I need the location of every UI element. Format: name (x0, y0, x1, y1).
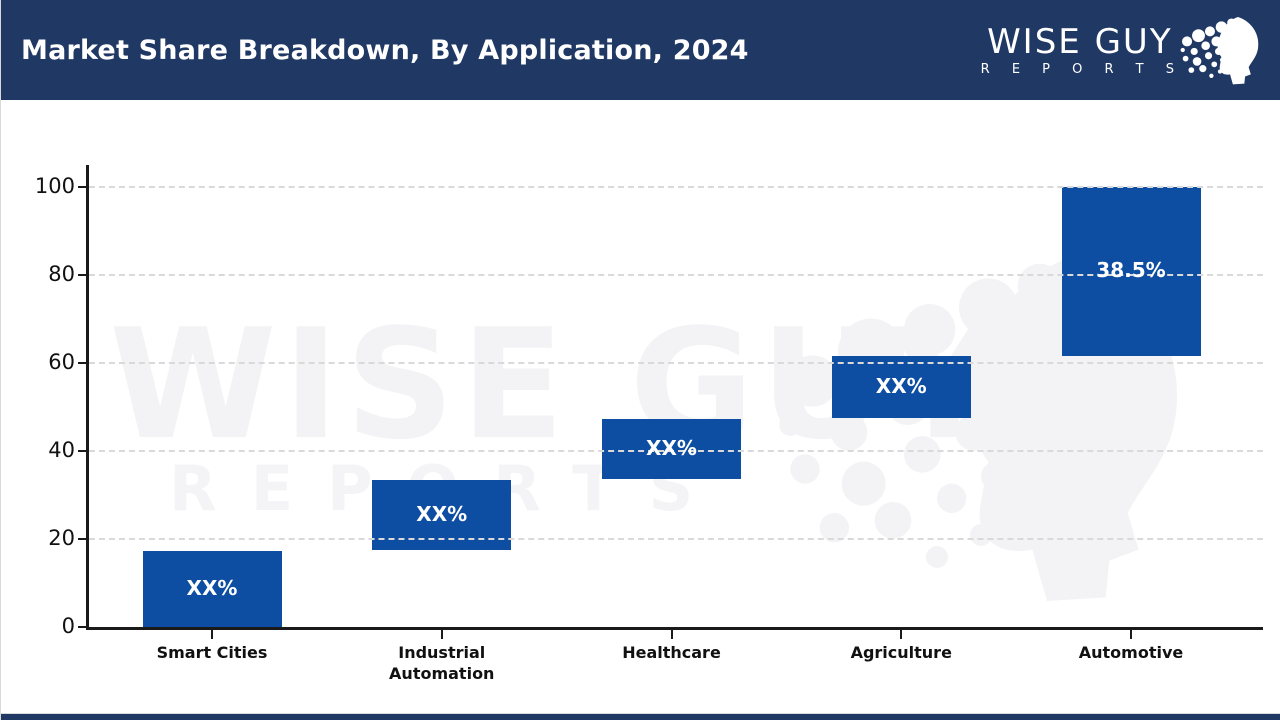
x-axis-category-label-healthcare: Healthcare (622, 643, 721, 662)
footer-divider (1, 713, 1280, 714)
y-axis-tick-label: 80 (48, 261, 75, 286)
gridline (89, 273, 1263, 276)
bar-segment-agriculture (831, 355, 971, 419)
bar-value-label-automotive: 38.5% (1096, 258, 1166, 283)
x-axis-tick (211, 630, 213, 639)
bar-value-label-smart-cities: XX% (186, 575, 238, 600)
bar-segment-smart-cities (142, 550, 282, 627)
x-axis-tick (1130, 630, 1132, 639)
y-axis-tick (78, 449, 88, 452)
y-axis-tick (78, 185, 88, 188)
footer-band (1, 714, 1280, 720)
gridline (89, 361, 1263, 364)
bar-value-label-industrial-automation: XX% (416, 501, 468, 526)
bar-value-label-healthcare: XX% (646, 435, 697, 460)
gridline (89, 185, 1263, 188)
x-axis-category-label-agriculture: Agriculture (850, 643, 952, 662)
y-axis-tick (78, 361, 88, 364)
x-axis-category-label-automotive: Automotive (1078, 643, 1184, 662)
x-axis-tick (670, 630, 673, 639)
page-title: Market Share Breakdown, By Application, … (21, 34, 749, 66)
y-axis-tick-label: 100 (34, 173, 75, 198)
x-axis-tick (900, 630, 903, 639)
bar-value-label-agriculture: XX% (875, 373, 927, 398)
dotted-head-profile-icon (1180, 17, 1259, 85)
brand-wordmark: WISE GUY R E P O R T S (977, 24, 1183, 77)
y-axis-tick (78, 626, 88, 628)
x-axis-line (86, 627, 1263, 630)
x-axis-tick (440, 630, 443, 639)
brand-name: WISE GUY (987, 21, 1173, 62)
y-axis-tick-label: 40 (48, 437, 75, 462)
y-axis-tick (78, 273, 88, 276)
y-axis-line (86, 165, 89, 630)
bar-segment-healthcare (602, 419, 741, 479)
y-axis-tick-label: 0 (61, 614, 75, 638)
y-axis-tick-label: 20 (48, 525, 75, 550)
header-band: Market Share Breakdown, By Application, … (1, 0, 1280, 100)
x-axis-category-label-industrial-automation: Industrial Automation (389, 643, 495, 683)
y-axis-tick-label: 60 (48, 349, 75, 374)
bar-segment-automotive (1061, 186, 1201, 357)
gridline (89, 449, 1263, 452)
gridline (89, 537, 1263, 540)
y-axis-tick (78, 537, 88, 540)
brand-subname: R E P O R T S (980, 61, 1183, 77)
x-axis-category-label-smart-cities: Smart Cities (156, 643, 268, 662)
brand-logo: WISE GUY R E P O R T S (977, 10, 1263, 90)
